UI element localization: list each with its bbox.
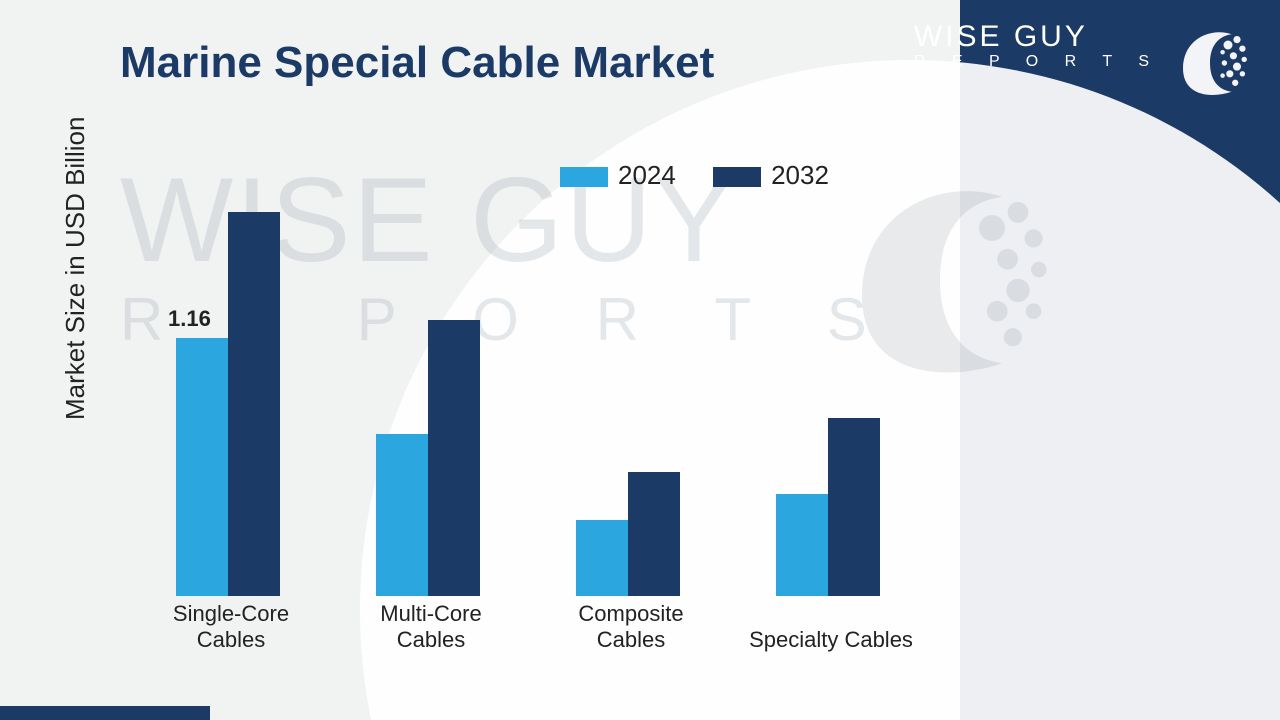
- legend-label-2032: 2032: [771, 160, 829, 190]
- data-label: 1.16: [168, 306, 211, 332]
- page-title: Marine Special Cable Market: [120, 38, 714, 88]
- x-tick-label: Multi-Core Cables: [346, 601, 516, 652]
- bar-2032: [228, 212, 280, 596]
- legend-swatch-2032: [713, 167, 761, 187]
- bar-2032: [828, 418, 880, 596]
- bar-2024: [176, 338, 228, 596]
- plot-area: Single-Core CablesMulti-Core CablesCompo…: [156, 196, 956, 596]
- logo-head-icon: [1165, 18, 1255, 108]
- bar-chart: Market Size in USD Billion 2024 2032 Sin…: [60, 160, 960, 680]
- x-tick-label: Single-Core Cables: [146, 601, 316, 652]
- legend-label-2024: 2024: [618, 160, 676, 190]
- bar-2024: [576, 520, 628, 596]
- legend: 2024 2032: [530, 160, 829, 191]
- brand-logo: WISE GUY R E P O R T S: [914, 22, 1160, 70]
- bar-2024: [776, 494, 828, 596]
- legend-swatch-2024: [560, 167, 608, 187]
- x-tick-label: Composite Cables: [546, 601, 716, 652]
- bar-2032: [628, 472, 680, 596]
- brand-line2: R E P O R T S: [914, 54, 1160, 70]
- y-axis-label: Market Size in USD Billion: [60, 117, 91, 420]
- bar-2032: [428, 320, 480, 596]
- bottom-bar: [0, 706, 210, 720]
- x-tick-label: Specialty Cables: [746, 627, 916, 652]
- bar-2024: [376, 434, 428, 596]
- brand-line1: WISE GUY: [914, 20, 1088, 53]
